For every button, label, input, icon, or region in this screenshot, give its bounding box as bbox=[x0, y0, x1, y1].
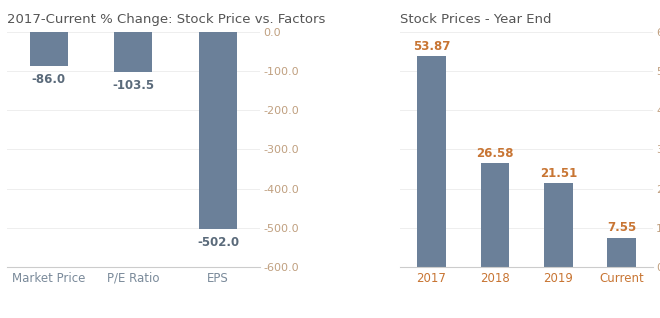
Text: 7.55: 7.55 bbox=[607, 221, 636, 234]
Bar bbox=[30, 32, 68, 66]
Bar bbox=[417, 56, 446, 267]
Bar bbox=[544, 183, 572, 267]
Bar bbox=[199, 32, 237, 229]
Bar bbox=[114, 32, 152, 73]
Text: 2017-Current % Change: Stock Price vs. Factors: 2017-Current % Change: Stock Price vs. F… bbox=[7, 13, 325, 26]
Text: -86.0: -86.0 bbox=[32, 73, 66, 86]
Bar bbox=[607, 238, 636, 267]
Text: -502.0: -502.0 bbox=[197, 236, 239, 249]
Text: 21.51: 21.51 bbox=[540, 167, 577, 180]
Text: Stock Prices - Year End: Stock Prices - Year End bbox=[400, 13, 551, 26]
Text: -103.5: -103.5 bbox=[112, 80, 154, 93]
Bar bbox=[480, 163, 509, 267]
Text: 26.58: 26.58 bbox=[476, 147, 513, 160]
Text: 53.87: 53.87 bbox=[412, 40, 450, 53]
